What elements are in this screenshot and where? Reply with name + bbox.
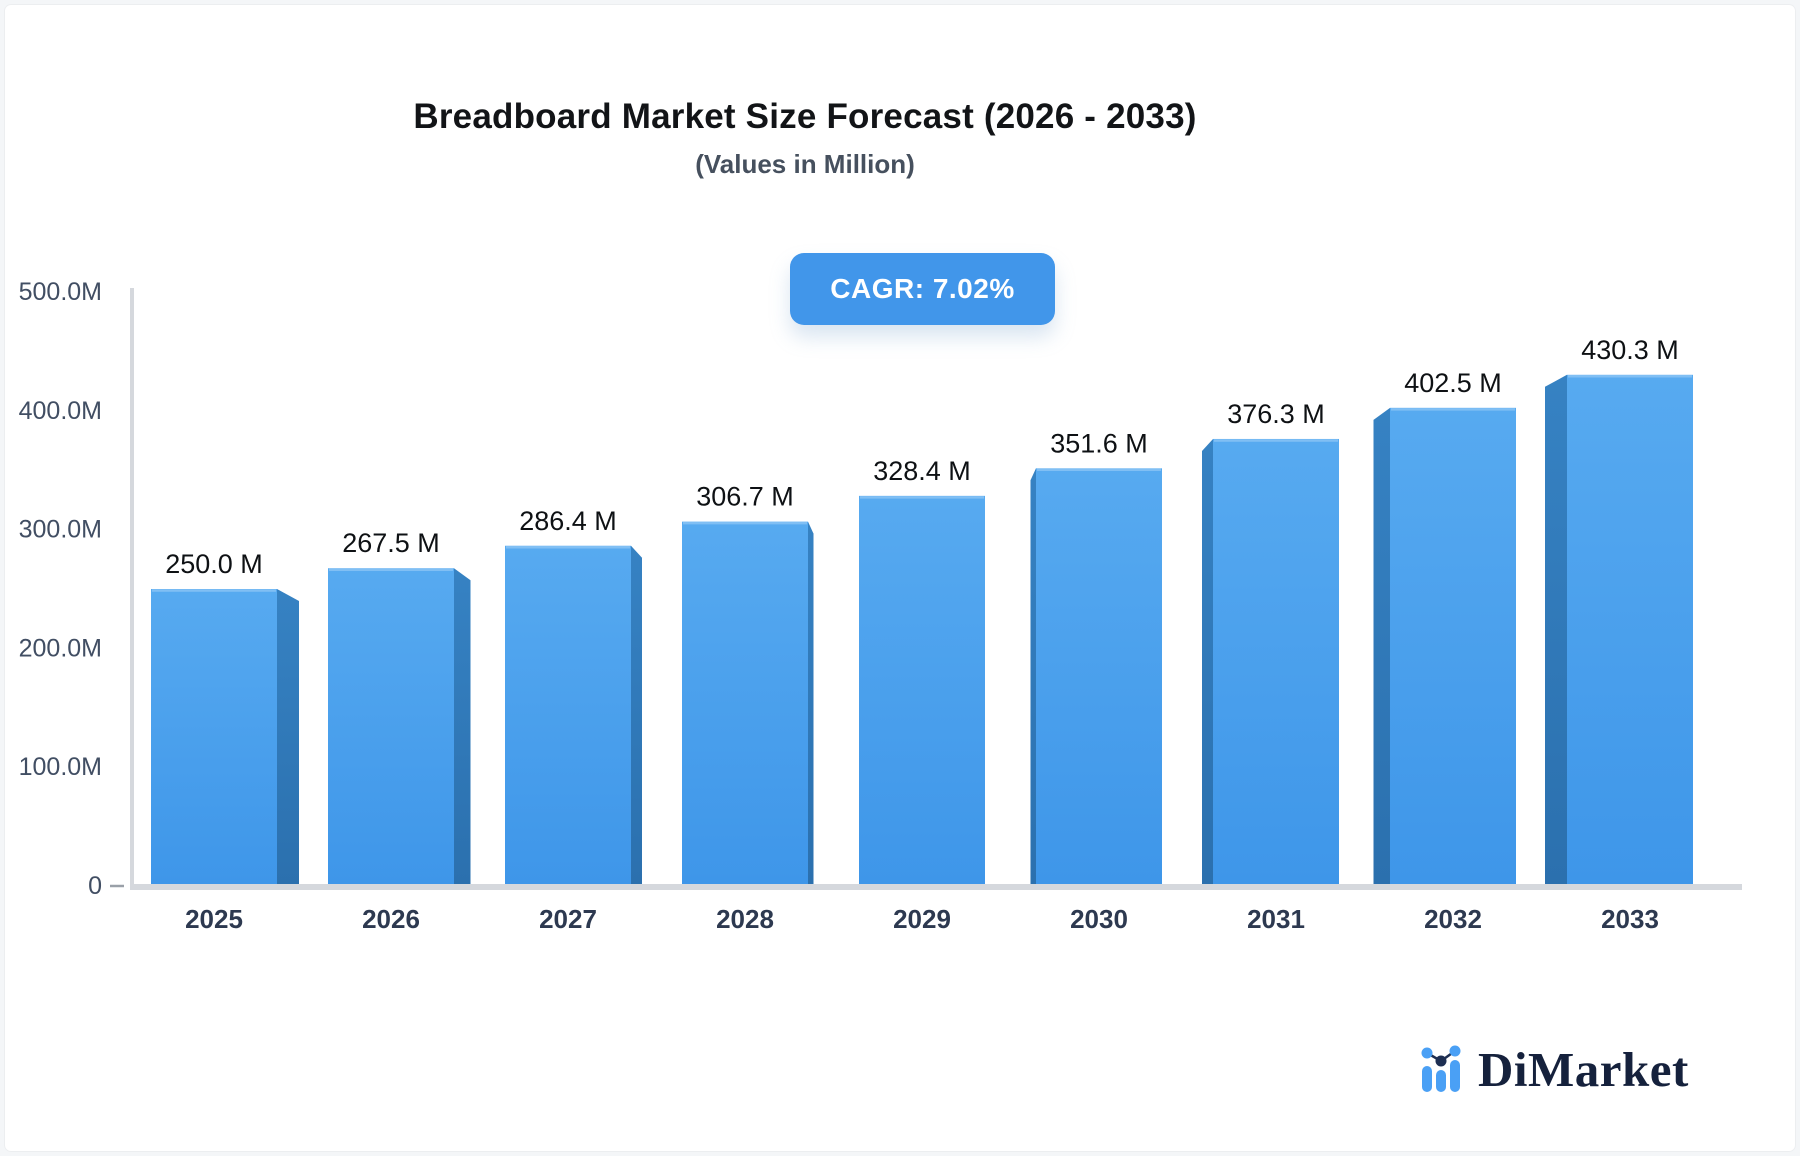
logo-dot-right [1449, 1045, 1461, 1057]
bar-value-label: 376.3 M [1227, 399, 1325, 429]
logo-bar-right [1450, 1060, 1460, 1092]
y-axis-tick-label: 300.0M [19, 516, 102, 544]
bar [1036, 468, 1162, 886]
bar [1567, 374, 1693, 886]
cagr-badge-label: CAGR: 7.02% [830, 273, 1015, 304]
x-axis-line [130, 884, 1742, 890]
bar-value-label: 351.6 M [1050, 428, 1148, 458]
logo-bar-left [1422, 1066, 1432, 1092]
bar-side-face [1202, 438, 1213, 886]
bar [328, 568, 454, 886]
x-axis-tick-label: 2031 [1247, 904, 1305, 934]
bar [682, 521, 808, 886]
x-axis-tick-label: 2027 [539, 904, 597, 934]
x-axis-tick-label: 2028 [716, 904, 774, 934]
bar [1390, 407, 1516, 886]
bar-value-label: 250.0 M [165, 549, 263, 579]
bar [505, 545, 631, 886]
bar-value-label: 328.4 M [873, 456, 971, 486]
y-axis-tick-label: 400.0M [19, 397, 102, 425]
logo-dot-middle [1435, 1055, 1447, 1067]
cagr-badge: CAGR: 7.02% [790, 253, 1055, 325]
x-axis-tick-label: 2029 [893, 904, 951, 934]
bar-value-label: 267.5 M [342, 528, 440, 558]
x-axis-tick-label: 2026 [362, 904, 420, 934]
y-axis-tick-label: 100.0M [19, 753, 102, 781]
bar-value-label: 402.5 M [1404, 368, 1502, 398]
y-axis-tick-label: 500.0M [19, 278, 102, 306]
bar-side-face [1545, 374, 1567, 886]
bar [151, 589, 277, 886]
x-axis-tick-label: 2030 [1070, 904, 1128, 934]
bar-side-face [277, 589, 299, 886]
bar-side-face [1373, 407, 1390, 886]
bar-side-face [808, 521, 814, 886]
brand-logo-text: DiMarket [1478, 1042, 1689, 1097]
bar-value-label: 286.4 M [519, 506, 617, 536]
x-axis-tick-label: 2033 [1601, 904, 1659, 934]
chart-title: Breadboard Market Size Forecast (2026 - … [413, 97, 1197, 136]
bar [1213, 438, 1339, 886]
bar-side-face [1030, 468, 1036, 886]
x-axis-tick-label: 2032 [1424, 904, 1482, 934]
bar-value-label: 306.7 M [696, 482, 794, 512]
logo-dot-left [1421, 1047, 1433, 1059]
logo-bar-middle [1436, 1070, 1446, 1092]
bar [859, 495, 985, 886]
bar-chart-logo-icon [1421, 1045, 1461, 1092]
bar-value-label: 430.3 M [1581, 335, 1679, 365]
x-axis-tick-label: 2025 [185, 904, 243, 934]
bar-side-face [631, 545, 642, 886]
y-axis-tick-label: 200.0M [19, 634, 102, 662]
bar-side-face [454, 568, 471, 886]
y-axis-tick-label: 0 [88, 872, 102, 900]
brand-logo: DiMarket [1416, 1038, 1689, 1094]
chart-subtitle: (Values in Million) [695, 149, 915, 179]
